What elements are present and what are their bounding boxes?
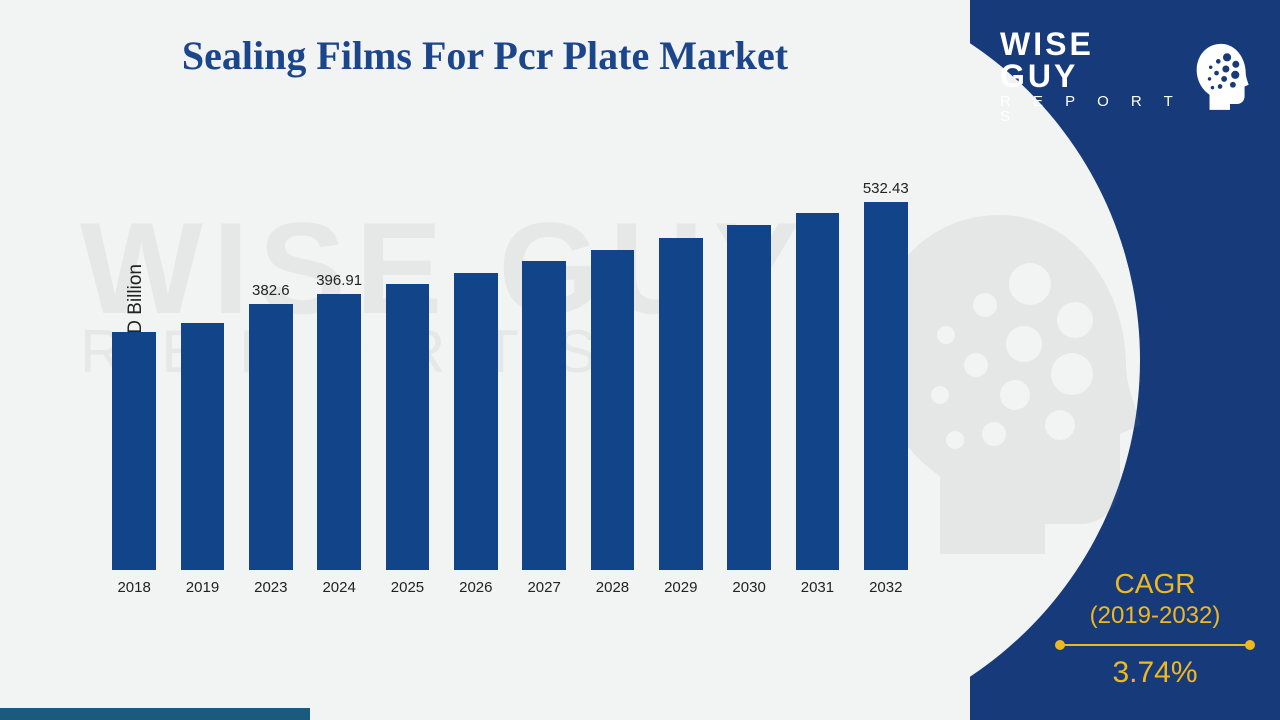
bar-value-label: 382.6 xyxy=(252,282,290,300)
bar xyxy=(727,225,771,570)
bar-slot: 382.62023 xyxy=(237,180,305,570)
bar-slot: 2019 xyxy=(168,180,236,570)
cagr-title: CAGR xyxy=(1030,568,1280,600)
bar-slot: 2018 xyxy=(100,180,168,570)
bar-slot: 2029 xyxy=(647,180,715,570)
bar xyxy=(454,273,498,570)
x-tick-label: 2031 xyxy=(801,579,834,596)
bar xyxy=(591,250,635,570)
bottom-accent-bar xyxy=(0,708,310,720)
x-tick-label: 2026 xyxy=(459,579,492,596)
bar xyxy=(864,202,908,570)
bar xyxy=(112,332,156,570)
x-tick-label: 2028 xyxy=(596,579,629,596)
bar-slot: 2031 xyxy=(783,180,851,570)
bar-slot: 2028 xyxy=(578,180,646,570)
cagr-value: 3.74% xyxy=(1030,656,1280,690)
cagr-callout: CAGR (2019-2032) 3.74% xyxy=(1030,568,1280,690)
logo-head-icon xyxy=(1192,36,1250,116)
x-tick-label: 2030 xyxy=(732,579,765,596)
x-tick-label: 2019 xyxy=(186,579,219,596)
cagr-divider xyxy=(1060,644,1250,646)
x-tick-label: 2032 xyxy=(869,579,902,596)
bar xyxy=(249,304,293,570)
bar-value-label: 532.43 xyxy=(863,180,909,198)
x-tick-label: 2023 xyxy=(254,579,287,596)
x-tick-label: 2024 xyxy=(322,579,355,596)
bar xyxy=(796,213,840,570)
chart-title: Sealing Films For Pcr Plate Market xyxy=(0,32,970,79)
bar-slot: 2025 xyxy=(373,180,441,570)
bar-chart: Market Value in USD Billion 20182019382.… xyxy=(60,160,920,600)
bar-slot: 2027 xyxy=(510,180,578,570)
logo-main-text: WISE GUY xyxy=(1000,28,1184,92)
brand-logo: WISE GUY R E P O R T S xyxy=(1000,28,1250,124)
x-tick-label: 2025 xyxy=(391,579,424,596)
bar-slot: 396.912024 xyxy=(305,180,373,570)
x-tick-label: 2018 xyxy=(117,579,150,596)
plot-area: 20182019382.62023396.9120242025202620272… xyxy=(100,180,920,570)
bar-slot: 532.432032 xyxy=(852,180,920,570)
x-tick-label: 2027 xyxy=(527,579,560,596)
bar xyxy=(522,261,566,570)
bar xyxy=(659,238,703,570)
cagr-range: (2019-2032) xyxy=(1030,602,1280,630)
x-tick-label: 2029 xyxy=(664,579,697,596)
logo-sub-text: R E P O R T S xyxy=(1000,94,1184,124)
bar xyxy=(386,284,430,570)
bar-slot: 2030 xyxy=(715,180,783,570)
bar-slot: 2026 xyxy=(442,180,510,570)
bar xyxy=(317,294,361,570)
bar xyxy=(181,323,225,570)
bar-value-label: 396.91 xyxy=(316,272,362,290)
